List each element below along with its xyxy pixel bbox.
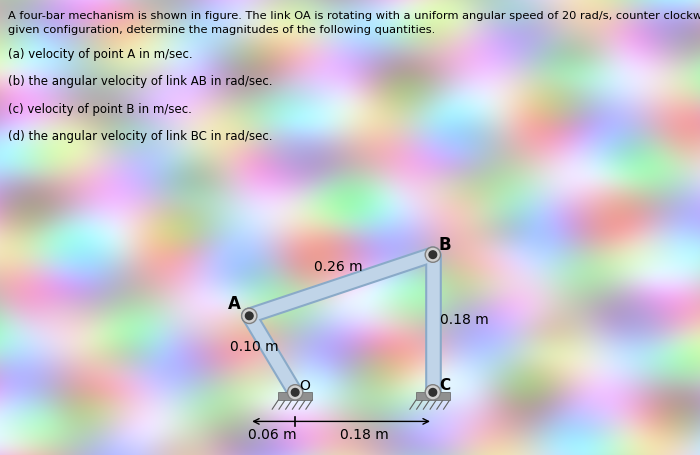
Circle shape [241,308,257,324]
Text: B: B [439,235,452,253]
Circle shape [291,389,299,396]
Text: (d) the angular velocity of link BC in rad/sec.: (d) the angular velocity of link BC in r… [8,130,273,143]
Text: (c) velocity of point B in m/sec.: (c) velocity of point B in m/sec. [8,102,192,116]
Text: 0.18 m: 0.18 m [440,313,489,327]
Text: O: O [300,379,311,392]
Circle shape [288,385,303,400]
Text: 0.26 m: 0.26 m [314,259,363,273]
Text: C: C [439,378,450,392]
Text: 0.18 m: 0.18 m [340,427,389,441]
Text: 0.06 m: 0.06 m [248,427,297,441]
Circle shape [425,248,440,263]
Circle shape [425,385,440,400]
Circle shape [246,312,253,320]
Text: given configuration, determine the magnitudes of the following quantities.: given configuration, determine the magni… [8,25,435,35]
Text: A: A [228,294,241,313]
Bar [279,393,312,400]
Circle shape [429,251,437,259]
Text: (a) velocity of point A in m/sec.: (a) velocity of point A in m/sec. [8,48,193,61]
Text: 0.10 m: 0.10 m [230,339,279,354]
Circle shape [429,389,437,396]
Bar [416,393,449,400]
Text: (b) the angular velocity of link AB in rad/sec.: (b) the angular velocity of link AB in r… [8,75,273,88]
Text: A four-bar mechanism is shown in figure. The link OA is rotating with a uniform : A four-bar mechanism is shown in figure.… [8,11,700,21]
